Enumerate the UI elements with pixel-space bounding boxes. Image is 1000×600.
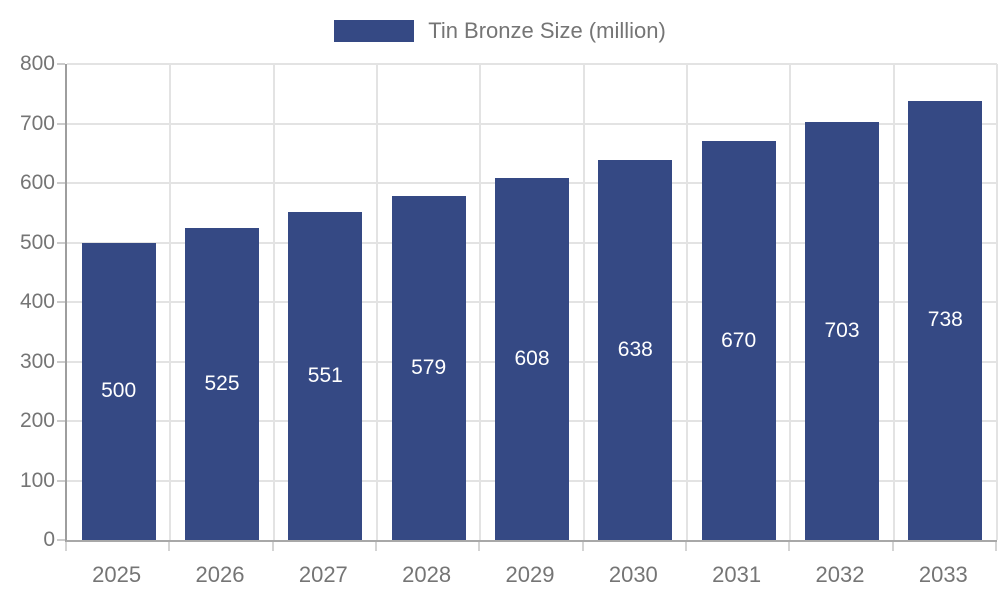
x-tick [478, 542, 481, 551]
bar-value-label: 738 [927, 308, 963, 332]
y-tick-label: 700 [19, 111, 55, 135]
bar: 608 [495, 178, 569, 540]
legend: Tin Bronze Size (million) [0, 17, 1000, 45]
x-grid-line [376, 64, 378, 540]
x-tick [891, 542, 894, 551]
bar: 500 [81, 242, 156, 540]
y-tick-label: 0 [43, 528, 55, 551]
x-tick [995, 542, 997, 551]
x-grid-line [686, 64, 688, 540]
x-grid-line [169, 64, 172, 540]
x-tick-label: 2027 [298, 562, 348, 587]
y-tick [57, 539, 65, 541]
x-tick-label: 2025 [92, 562, 142, 587]
x-tick-label: 2031 [712, 562, 762, 587]
x-tick-label: 2028 [402, 562, 452, 587]
bar: 638 [598, 160, 673, 540]
bar: 738 [908, 100, 983, 540]
x-tick [581, 542, 584, 551]
y-tick-label: 500 [19, 230, 55, 254]
y-tick-label: 200 [19, 409, 55, 432]
x-tick [685, 542, 687, 551]
x-grid-line [272, 64, 275, 540]
y-tick-label: 300 [19, 349, 55, 373]
bar: 579 [391, 195, 466, 540]
y-tick-label: 600 [19, 171, 55, 194]
x-tick [65, 542, 67, 551]
x-tick-label: 2033 [918, 562, 968, 587]
y-tick [57, 122, 65, 125]
bar-value-label: 670 [721, 328, 757, 352]
x-tick [375, 542, 377, 551]
y-tick-label: 100 [19, 468, 55, 492]
x-tick [271, 542, 274, 551]
bar-value-label: 500 [101, 379, 137, 403]
x-tick-label: 2030 [608, 562, 658, 587]
bar-value-label: 608 [514, 347, 550, 371]
x-tick [788, 542, 791, 551]
plot-area: 500 525 551 579 608 638 670 703 738 [65, 63, 998, 542]
x-tick-label: 2026 [195, 562, 245, 587]
y-grid-line [67, 63, 997, 65]
x-grid-line [479, 64, 482, 540]
y-tick [57, 479, 65, 482]
bar-value-label: 551 [307, 364, 343, 388]
bar-value-label: 579 [411, 355, 447, 379]
y-tick [57, 63, 65, 65]
x-grid-line [892, 64, 895, 540]
y-tick [57, 241, 65, 244]
x-tick-label: 2032 [815, 562, 865, 587]
legend-label: Tin Bronze Size (million) [428, 18, 666, 43]
bar-value-label: 703 [824, 318, 860, 342]
legend-swatch [334, 20, 415, 42]
bar: 551 [288, 212, 363, 540]
x-grid-line [789, 64, 792, 540]
y-grid-line [67, 122, 997, 125]
x-grid-line [582, 64, 585, 540]
y-tick [57, 301, 65, 303]
x-tick [168, 542, 171, 551]
x-grid-line [996, 64, 998, 540]
bar-value-label: 638 [617, 338, 653, 362]
bar: 525 [185, 227, 259, 540]
y-tick [57, 420, 65, 422]
y-tick [57, 182, 65, 184]
bar-value-label: 525 [204, 371, 240, 395]
bar: 670 [701, 141, 776, 540]
x-tick-label: 2029 [505, 562, 555, 587]
bar: 703 [805, 121, 879, 540]
y-tick-label: 800 [19, 52, 55, 75]
y-tick-label: 400 [19, 290, 55, 313]
y-tick [57, 360, 65, 363]
